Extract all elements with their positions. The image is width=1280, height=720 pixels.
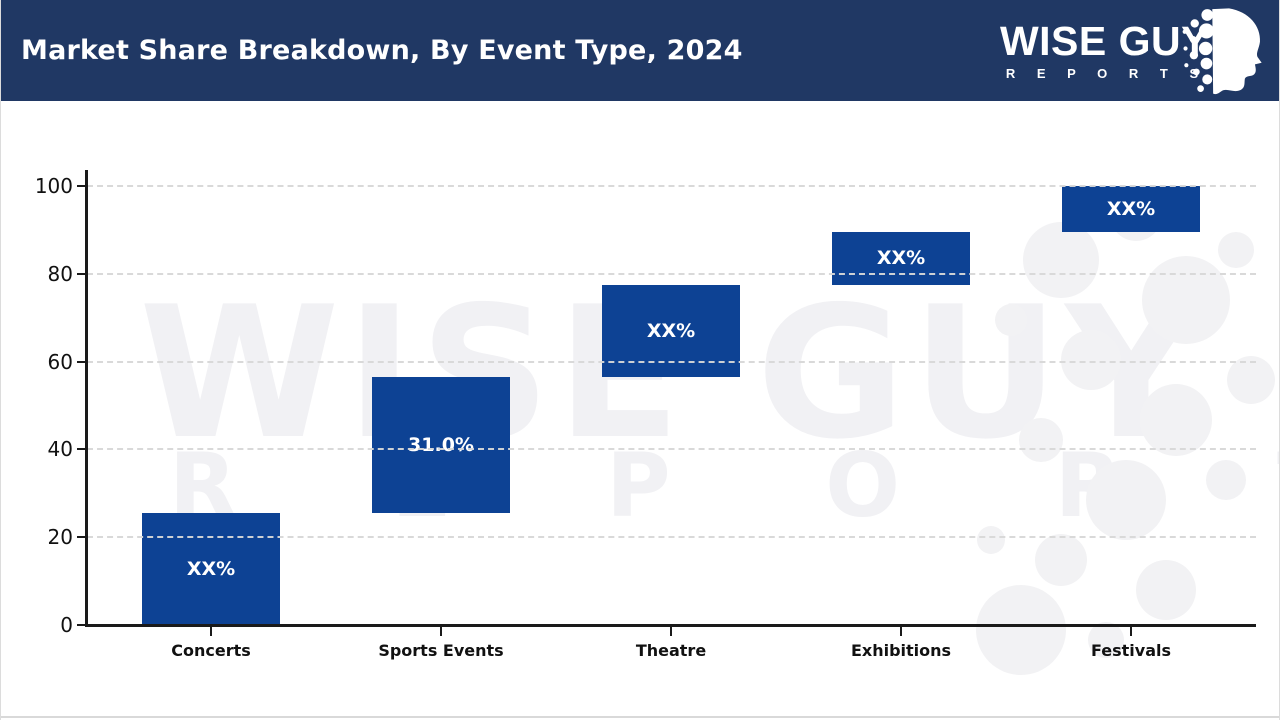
y-tick-label-80: 80	[47, 261, 73, 286]
x-category-label: Exhibitions	[850, 641, 952, 660]
bar-value-label: XX%	[1106, 198, 1156, 221]
y-tick-label-20: 20	[47, 525, 73, 550]
bar-exhibitions: XX%	[832, 232, 970, 285]
x-tick-0	[210, 627, 212, 636]
x-tick-2	[670, 627, 672, 636]
y-tick-40	[77, 448, 85, 451]
page-title: Market Share Breakdown, By Event Type, 2…	[21, 35, 743, 66]
gridline-20	[87, 536, 1256, 539]
bar-sports-events: 31.0%	[372, 376, 510, 514]
bar-value-label: XX%	[876, 247, 926, 270]
bar-festivals: XX%	[1062, 186, 1200, 233]
gridline-100	[87, 185, 1256, 187]
y-axis-line	[85, 170, 88, 627]
x-axis-line	[85, 624, 1256, 627]
wiseguy-head-icon	[1182, 8, 1262, 95]
header-banner: Market Share Breakdown, By Event Type, 2…	[1, 0, 1279, 101]
y-tick-80	[77, 272, 85, 275]
y-tick-label-40: 40	[47, 437, 73, 462]
x-category-label: Festivals	[1090, 641, 1172, 660]
gridline-80	[87, 272, 1256, 275]
logo-wordmark: WISE GUY	[999, 18, 1209, 64]
bottom-border	[1, 716, 1279, 718]
wiseguy-logo: WISE GUY R E P O R T S	[1000, 4, 1267, 98]
x-category-label: Concerts	[171, 641, 251, 660]
y-tick-label-0: 0	[60, 613, 73, 637]
gridline-60	[87, 360, 1256, 363]
bar-value-label: XX%	[186, 558, 236, 581]
gridline-40	[87, 448, 1256, 451]
bar-value-label: XX%	[646, 319, 696, 342]
y-tick-100	[77, 185, 85, 187]
x-tick-1	[440, 627, 442, 636]
x-tick-4	[1130, 627, 1132, 636]
logo-text: WISE GUY R E P O R T S	[999, 18, 1209, 82]
bar-theatre: XX%	[602, 284, 740, 377]
logo-tagline: R E P O R T S	[1005, 66, 1208, 81]
bar-value-label: 31.0%	[408, 433, 474, 456]
y-tick-label-100: 100	[34, 174, 73, 198]
y-tick-20	[77, 536, 85, 539]
bar-concerts: XX%	[142, 513, 280, 625]
x-tick-3	[900, 627, 902, 636]
y-tick-0	[77, 624, 85, 626]
y-tick-label-60: 60	[47, 349, 73, 374]
x-category-label: Theatre	[635, 641, 707, 660]
x-category-label: Sports Events	[378, 641, 504, 660]
y-tick-60	[77, 360, 85, 363]
